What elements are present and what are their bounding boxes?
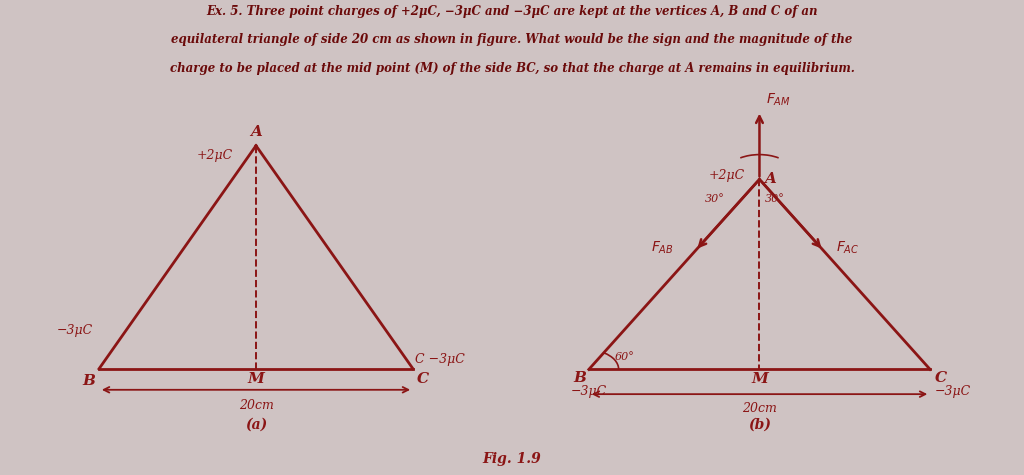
- Text: B: B: [82, 374, 95, 388]
- Text: −3μC: −3μC: [570, 385, 607, 398]
- Text: (a): (a): [245, 417, 267, 431]
- Text: C: C: [934, 371, 946, 385]
- Text: −3μC: −3μC: [57, 323, 93, 337]
- Text: M: M: [248, 372, 264, 386]
- Text: B: B: [573, 371, 587, 385]
- Text: Fig. 1.9: Fig. 1.9: [482, 452, 542, 466]
- Text: charge to be placed at the mid point (M) of the side BC, so that the charge at A: charge to be placed at the mid point (M)…: [170, 62, 854, 75]
- Text: −3μC: −3μC: [934, 385, 971, 398]
- Text: 30°: 30°: [705, 194, 725, 204]
- Text: C −3μC: C −3μC: [415, 352, 465, 366]
- Text: equilateral triangle of side 20 cm as shown in figure. What would be the sign an: equilateral triangle of side 20 cm as sh…: [171, 33, 853, 46]
- Text: +2μC: +2μC: [197, 149, 232, 162]
- Text: (b): (b): [748, 418, 771, 431]
- Text: M: M: [751, 372, 768, 386]
- Text: Ex. 5. Three point charges of +2μC, −3μC and −3μC are kept at the vertices A, B : Ex. 5. Three point charges of +2μC, −3μC…: [206, 5, 818, 18]
- Text: +2μC: +2μC: [709, 169, 744, 181]
- Text: $F_{AC}$: $F_{AC}$: [837, 240, 860, 256]
- Text: 30°: 30°: [765, 194, 784, 204]
- Text: A: A: [764, 172, 775, 186]
- Text: A: A: [250, 125, 262, 139]
- Text: 20cm: 20cm: [239, 399, 273, 412]
- Text: 60°: 60°: [615, 352, 635, 362]
- Text: 20cm: 20cm: [742, 402, 777, 415]
- Text: C: C: [417, 372, 429, 386]
- Text: $F_{AM}$: $F_{AM}$: [766, 92, 791, 108]
- Text: $F_{AB}$: $F_{AB}$: [651, 240, 674, 256]
